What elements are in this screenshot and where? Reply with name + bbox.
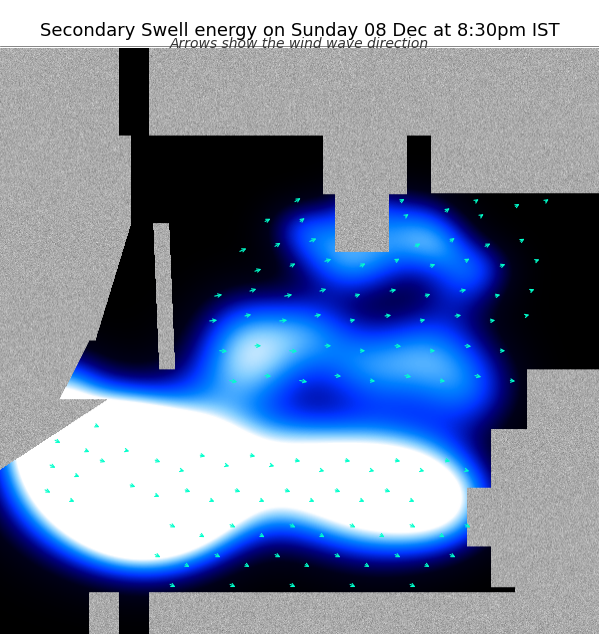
Text: Arrows show the wind wave direction: Arrows show the wind wave direction <box>170 37 429 51</box>
Text: Secondary Swell energy on Sunday 08 Dec at 8:30pm IST: Secondary Swell energy on Sunday 08 Dec … <box>40 22 559 40</box>
